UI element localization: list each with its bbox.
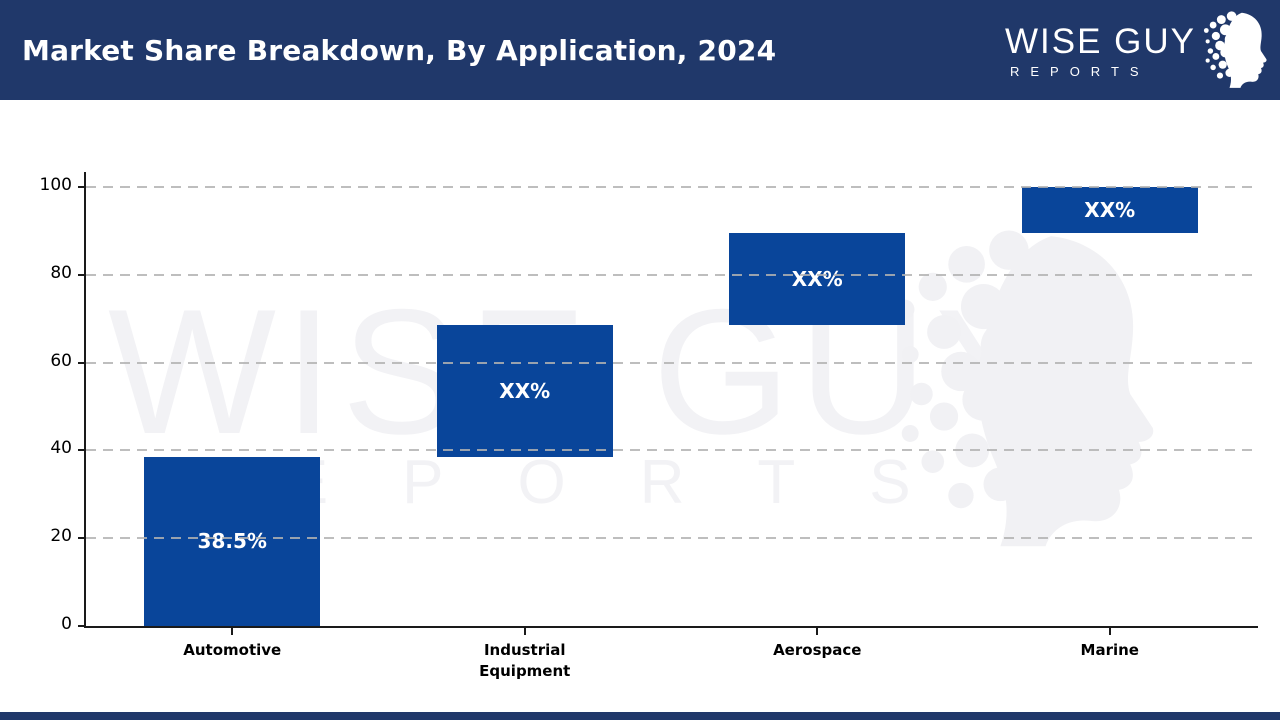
y-tick-mark	[78, 361, 85, 364]
category-label: Automotive	[183, 641, 282, 659]
gridline	[86, 361, 1253, 364]
bar-marine: XX%	[1021, 187, 1198, 234]
footer-bar	[0, 712, 1280, 720]
chart-title: Market Share Breakdown, By Application, …	[22, 33, 777, 67]
y-tick-label: 40	[50, 438, 72, 459]
y-tick-mark	[78, 449, 85, 452]
gridline	[86, 273, 1253, 276]
gridline	[86, 186, 1253, 188]
y-tick-mark	[78, 273, 85, 276]
x-tick-mark	[1108, 628, 1111, 635]
y-tick-mark	[78, 625, 85, 627]
bar-value-label: XX%	[499, 379, 551, 404]
y-tick-label: 0	[61, 614, 72, 634]
y-tick-label: 100	[39, 175, 72, 195]
gridline	[86, 537, 1253, 540]
gridline	[86, 449, 1253, 452]
bar-aerospace: XX%	[729, 233, 906, 326]
brand-face-icon	[1203, 11, 1267, 88]
x-tick-mark	[523, 628, 526, 635]
category-label: Marine	[1080, 641, 1139, 659]
x-axis-spine	[84, 626, 1258, 628]
y-tick-mark	[78, 186, 85, 188]
header-bar: Market Share Breakdown, By Application, …	[0, 0, 1280, 100]
brand-logo-text: WISE GUY REPORTS	[1004, 22, 1196, 80]
y-tick-mark	[78, 537, 85, 540]
brand-subname: REPORTS	[1009, 64, 1150, 79]
brand-logo: WISE GUY REPORTS	[1005, 8, 1272, 94]
bar-value-label: 38.5%	[197, 529, 267, 554]
y-tick-label: 60	[50, 350, 72, 371]
brand-name: WISE GUY	[1004, 22, 1196, 61]
y-tick-label: 80	[50, 262, 72, 283]
x-tick-mark	[231, 628, 234, 635]
y-axis-spine	[84, 172, 86, 628]
bar-industrial-equipment: XX%	[436, 325, 613, 457]
bar-automotive: 38.5%	[144, 456, 321, 626]
bar-value-label: XX%	[791, 267, 843, 292]
category-label: Industrial Equipment	[479, 641, 571, 680]
x-tick-mark	[816, 628, 819, 635]
category-label: Aerospace	[773, 641, 862, 659]
y-tick-label: 20	[50, 526, 72, 547]
bar-value-label: XX%	[1084, 198, 1136, 223]
